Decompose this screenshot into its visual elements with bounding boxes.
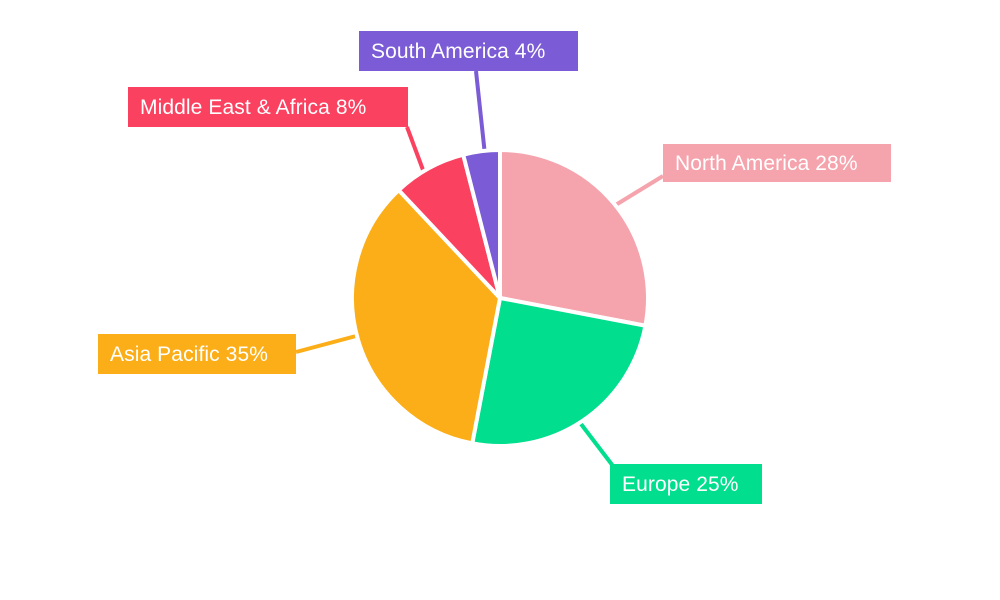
pie-slice[interactable] <box>461 148 502 300</box>
pie-label-text: Europe 25% <box>622 472 739 496</box>
pie-label-europe[interactable]: Europe 25% <box>610 464 762 504</box>
pie-label-middle-east-africa[interactable]: Middle East & Africa 8% <box>128 87 408 127</box>
pie-label-south-america[interactable]: South America 4% <box>359 31 578 71</box>
pie-slice[interactable] <box>470 296 648 448</box>
pie-slice[interactable] <box>498 148 650 328</box>
leader-line <box>612 174 665 208</box>
leader-line <box>579 422 615 468</box>
pie-slice[interactable] <box>350 188 502 446</box>
pie-label-north-america[interactable]: North America 28% <box>663 144 891 182</box>
leader-line <box>295 334 357 354</box>
leader-line <box>474 70 487 156</box>
pie-label-text: North America 28% <box>675 151 858 175</box>
pie-label-text: Middle East & Africa 8% <box>140 95 367 119</box>
pie-label-text: South America 4% <box>371 39 546 63</box>
pie-label-asia-pacific[interactable]: Asia Pacific 35% <box>98 334 296 374</box>
pie-label-text: Asia Pacific 35% <box>110 342 269 366</box>
pie-slice-group <box>350 148 650 448</box>
